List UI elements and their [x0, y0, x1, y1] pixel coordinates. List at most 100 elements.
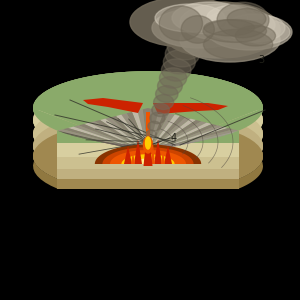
- Polygon shape: [57, 143, 239, 157]
- Ellipse shape: [161, 59, 191, 81]
- Polygon shape: [144, 134, 152, 164]
- Polygon shape: [145, 140, 151, 152]
- Ellipse shape: [240, 20, 290, 44]
- Polygon shape: [148, 128, 233, 152]
- Polygon shape: [148, 136, 223, 152]
- Text: 4: 4: [171, 133, 177, 143]
- Polygon shape: [33, 119, 263, 179]
- Ellipse shape: [143, 137, 152, 153]
- Polygon shape: [33, 71, 263, 143]
- Polygon shape: [82, 138, 148, 152]
- Polygon shape: [63, 128, 148, 152]
- Polygon shape: [33, 109, 263, 169]
- Ellipse shape: [154, 94, 174, 110]
- Polygon shape: [33, 108, 148, 152]
- Polygon shape: [148, 108, 153, 152]
- Ellipse shape: [156, 85, 178, 102]
- Polygon shape: [57, 131, 148, 152]
- Ellipse shape: [169, 23, 208, 53]
- Polygon shape: [148, 129, 238, 152]
- Polygon shape: [148, 145, 160, 152]
- Polygon shape: [95, 144, 201, 164]
- Polygon shape: [114, 143, 148, 152]
- Polygon shape: [148, 108, 263, 152]
- Polygon shape: [148, 142, 193, 152]
- Ellipse shape: [146, 130, 156, 138]
- Polygon shape: [84, 123, 148, 152]
- Polygon shape: [134, 139, 142, 164]
- Polygon shape: [92, 140, 148, 152]
- Polygon shape: [153, 103, 228, 114]
- Polygon shape: [65, 134, 148, 152]
- Ellipse shape: [165, 41, 200, 67]
- Polygon shape: [164, 146, 172, 164]
- Polygon shape: [33, 97, 263, 157]
- Polygon shape: [148, 143, 182, 152]
- Ellipse shape: [163, 50, 195, 74]
- Polygon shape: [124, 146, 132, 164]
- Polygon shape: [148, 111, 164, 152]
- Polygon shape: [143, 108, 148, 152]
- Ellipse shape: [207, 5, 263, 29]
- Polygon shape: [148, 113, 175, 152]
- Polygon shape: [74, 125, 148, 152]
- Ellipse shape: [181, 16, 214, 43]
- Polygon shape: [68, 127, 148, 152]
- Polygon shape: [95, 120, 148, 152]
- Polygon shape: [148, 109, 159, 152]
- Polygon shape: [127, 112, 148, 152]
- Polygon shape: [83, 98, 143, 113]
- Polygon shape: [74, 136, 148, 152]
- Polygon shape: [57, 157, 239, 169]
- Polygon shape: [148, 112, 169, 152]
- Polygon shape: [57, 169, 239, 179]
- Polygon shape: [133, 158, 163, 164]
- Polygon shape: [148, 123, 212, 152]
- Polygon shape: [116, 115, 148, 152]
- Ellipse shape: [148, 121, 161, 131]
- Polygon shape: [146, 112, 150, 152]
- Polygon shape: [148, 124, 217, 152]
- Ellipse shape: [152, 103, 169, 117]
- Ellipse shape: [225, 14, 285, 42]
- Polygon shape: [33, 83, 263, 157]
- Ellipse shape: [158, 77, 182, 95]
- Ellipse shape: [130, 0, 240, 47]
- Polygon shape: [57, 129, 148, 152]
- Ellipse shape: [146, 137, 151, 149]
- Polygon shape: [103, 142, 148, 152]
- Polygon shape: [143, 152, 152, 166]
- Ellipse shape: [160, 2, 280, 58]
- Ellipse shape: [150, 112, 165, 124]
- Ellipse shape: [152, 8, 248, 48]
- Ellipse shape: [159, 6, 202, 41]
- Polygon shape: [148, 127, 228, 152]
- Ellipse shape: [180, 4, 260, 40]
- Polygon shape: [148, 117, 190, 152]
- Polygon shape: [122, 154, 175, 164]
- Ellipse shape: [172, 2, 248, 34]
- Polygon shape: [132, 111, 148, 152]
- Polygon shape: [136, 145, 148, 152]
- Polygon shape: [125, 144, 148, 152]
- Ellipse shape: [227, 9, 266, 29]
- Polygon shape: [131, 152, 135, 164]
- Polygon shape: [148, 121, 207, 152]
- Polygon shape: [105, 117, 148, 152]
- Polygon shape: [33, 71, 263, 152]
- Polygon shape: [33, 109, 263, 179]
- Polygon shape: [57, 131, 239, 143]
- Polygon shape: [148, 125, 223, 152]
- Polygon shape: [148, 131, 238, 152]
- Text: 3: 3: [258, 55, 264, 65]
- Polygon shape: [79, 124, 148, 152]
- Ellipse shape: [167, 32, 204, 60]
- Polygon shape: [154, 139, 162, 164]
- Ellipse shape: [208, 14, 292, 50]
- Ellipse shape: [203, 20, 267, 42]
- Polygon shape: [33, 97, 263, 169]
- Polygon shape: [89, 121, 148, 152]
- Polygon shape: [57, 179, 239, 189]
- Polygon shape: [148, 120, 201, 152]
- Polygon shape: [100, 119, 148, 152]
